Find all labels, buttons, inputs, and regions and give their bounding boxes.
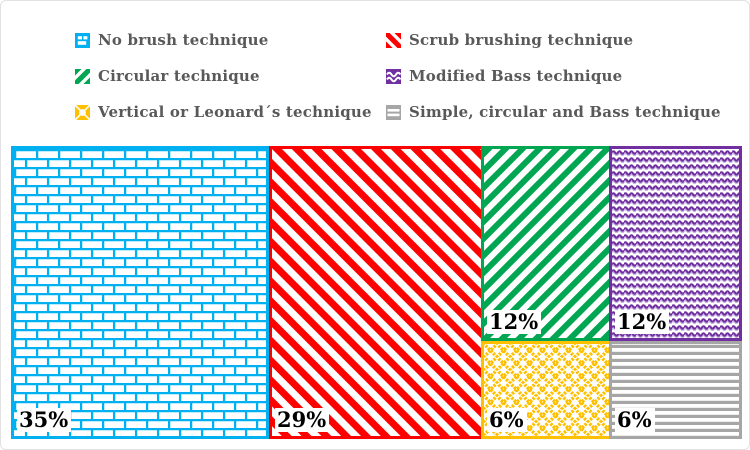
value-label: 6%: [487, 408, 527, 432]
value-label: 35%: [17, 408, 72, 432]
legend-label: Simple, circular and Bass technique: [409, 103, 721, 121]
diagonal-stripe-down-fill: [272, 149, 488, 436]
treemap-block-modified-bass: 12%: [609, 146, 742, 341]
legend-label: No brush technique: [98, 31, 269, 49]
horizontal-stripes-icon: [386, 104, 401, 120]
diagonal-stripe-up-fill: [484, 149, 616, 338]
legend-label: Vertical or Leonard´s technique: [98, 103, 372, 121]
value-label: 12%: [615, 310, 670, 334]
legend-item-simple-circular-bass: Simple, circular and Bass technique: [386, 103, 721, 121]
wave-pattern-icon: [386, 68, 401, 84]
legend-item-no-brush: No brush technique: [75, 31, 269, 49]
legend-label: Circular technique: [98, 67, 260, 85]
value-label: 12%: [487, 310, 542, 334]
legend: No brush technique Scrub brushing techni…: [1, 1, 750, 136]
trellis-pattern-icon: [75, 104, 90, 120]
treemap-block-scrub: 29%: [269, 146, 491, 439]
legend-item-scrub: Scrub brushing technique: [386, 31, 634, 49]
brick-pattern-icon: [75, 32, 90, 48]
legend-label: Scrub brushing technique: [409, 31, 634, 49]
wave-pattern-fill: [612, 149, 739, 338]
diagonal-stripe-down-icon: [386, 32, 401, 48]
legend-label: Modified Bass technique: [409, 67, 623, 85]
brick-pattern-fill: [14, 149, 266, 436]
treemap-block-vertical-leonard: 6%: [481, 341, 619, 439]
treemap-block-no-brush: 35%: [11, 146, 269, 439]
treemap-chart: 35% 29% 12% 12% 6% 6%: [11, 146, 742, 439]
value-label: 29%: [275, 408, 330, 432]
legend-item-modified-bass: Modified Bass technique: [386, 67, 623, 85]
value-label: 6%: [615, 408, 655, 432]
treemap-block-circular: 12%: [481, 146, 619, 341]
legend-item-vertical-leonard: Vertical or Leonard´s technique: [75, 103, 372, 121]
diagonal-stripe-up-icon: [75, 68, 90, 84]
treemap-block-simple-circular-bass: 6%: [609, 341, 742, 439]
legend-item-circular: Circular technique: [75, 67, 260, 85]
